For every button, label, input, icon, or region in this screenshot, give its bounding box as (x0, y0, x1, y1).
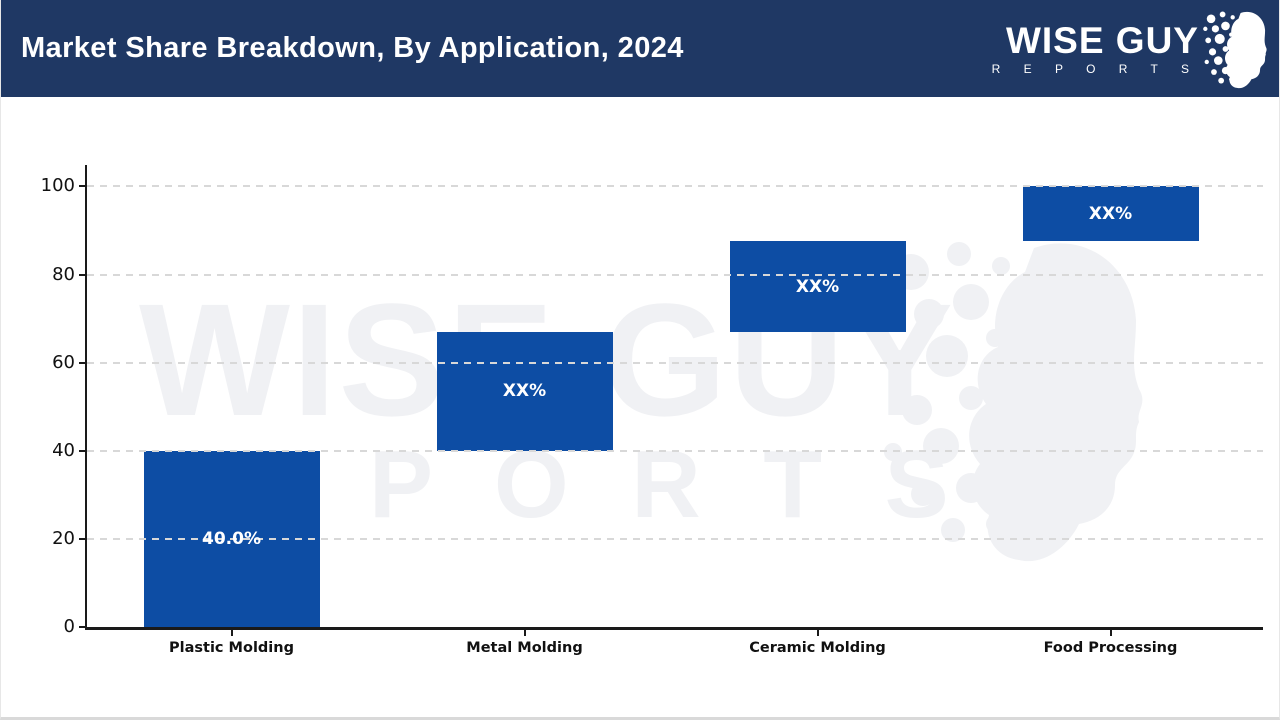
y-tick (79, 273, 87, 276)
page-title: Market Share Breakdown, By Application, … (21, 32, 684, 64)
y-tick-label: 80 (52, 263, 75, 285)
x-tick (816, 629, 819, 636)
y-tick-label: 100 (40, 175, 75, 197)
y-gridline (87, 361, 1263, 364)
y-tick (79, 449, 87, 452)
y-gridline (87, 537, 1263, 540)
x-axis (85, 627, 1263, 630)
category-label: Food Processing (1043, 640, 1178, 656)
wiseguy-logo-text: WISE GUY R E P O R T S (986, 22, 1199, 76)
bar (436, 331, 613, 451)
bar-value-label: XX% (795, 276, 840, 297)
wiseguy-logo-name: WISE GUY (1005, 19, 1199, 61)
category-label: Ceramic Molding (749, 640, 886, 656)
y-gridline (87, 449, 1263, 452)
y-tick-label: 20 (52, 527, 75, 549)
y-axis (85, 165, 87, 629)
y-tick (79, 626, 87, 628)
watermark-head-icon (878, 242, 1143, 562)
bar-value-label: 40.0% (202, 528, 261, 549)
wiseguy-logo-subtitle: R E P O R T S (991, 61, 1199, 76)
x-tick (230, 629, 233, 636)
bar (729, 241, 906, 332)
y-tick-label: 0 (63, 616, 75, 637)
category-label: Metal Molding (466, 640, 583, 656)
category-label: Plastic Molding (169, 640, 294, 656)
bar-value-label: XX% (1088, 203, 1133, 224)
y-tick (79, 185, 87, 188)
wiseguy-logo: WISE GUY R E P O R T S (986, 7, 1273, 91)
x-tick (523, 629, 526, 636)
header-bar: Market Share Breakdown, By Application, … (1, 0, 1279, 97)
x-tick (1109, 629, 1112, 636)
y-tick-label: 40 (52, 439, 75, 461)
y-gridline (87, 185, 1263, 188)
y-tick (79, 361, 87, 364)
bar (1022, 186, 1199, 242)
y-tick-label: 60 (52, 351, 75, 373)
bar-value-label: XX% (502, 381, 547, 402)
y-gridline (87, 273, 1263, 276)
y-tick (79, 537, 87, 540)
wiseguy-head-icon (1203, 11, 1267, 88)
